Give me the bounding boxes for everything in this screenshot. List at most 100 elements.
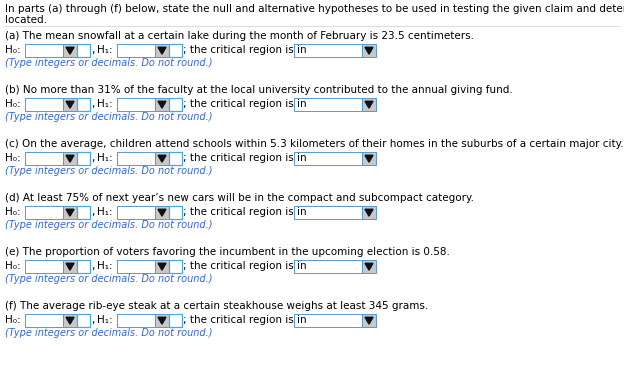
Bar [117, 44, 155, 57]
Bar [362, 206, 376, 219]
Bar [77, 44, 90, 57]
Bar [25, 314, 63, 327]
Bar [294, 152, 362, 165]
Bar [169, 98, 182, 111]
Bar [155, 206, 169, 219]
Polygon shape [158, 47, 166, 54]
Polygon shape [66, 155, 74, 162]
Text: H₁:: H₁: [97, 207, 112, 217]
Bar [294, 98, 362, 111]
Text: ,: , [91, 207, 94, 217]
Polygon shape [66, 101, 74, 108]
Text: ; the critical region is in: ; the critical region is in [183, 45, 306, 55]
Polygon shape [158, 155, 166, 162]
Text: H₀:: H₀: [5, 45, 21, 55]
Bar [169, 44, 182, 57]
Bar [117, 206, 155, 219]
Bar [63, 206, 77, 219]
Text: (c) On the average, children attend schools within 5.3 kilometers of their homes: (c) On the average, children attend scho… [5, 139, 623, 149]
Bar [117, 152, 155, 165]
Bar [294, 260, 362, 273]
Polygon shape [365, 263, 373, 270]
Text: ; the critical region is in: ; the critical region is in [183, 153, 306, 163]
Bar [169, 314, 182, 327]
Bar [25, 98, 63, 111]
Bar [169, 260, 182, 273]
Text: H₁:: H₁: [97, 315, 112, 325]
Text: H₁:: H₁: [97, 99, 112, 109]
Bar [25, 260, 63, 273]
Text: H₀:: H₀: [5, 153, 21, 163]
Text: ,: , [91, 315, 94, 325]
Text: ,: , [91, 261, 94, 271]
Bar [117, 260, 155, 273]
Bar [169, 152, 182, 165]
Polygon shape [158, 317, 166, 324]
Bar [77, 98, 90, 111]
Text: (e) The proportion of voters favoring the incumbent in the upcoming election is : (e) The proportion of voters favoring th… [5, 247, 450, 257]
Bar [362, 98, 376, 111]
Polygon shape [66, 209, 74, 216]
Bar [63, 314, 77, 327]
Bar [155, 44, 169, 57]
Text: (Type integers or decimals. Do not round.): (Type integers or decimals. Do not round… [5, 112, 213, 122]
Text: H₁:: H₁: [97, 45, 112, 55]
Polygon shape [365, 101, 373, 108]
Bar [169, 206, 182, 219]
Text: H₀:: H₀: [5, 315, 21, 325]
Text: H₀:: H₀: [5, 99, 21, 109]
Text: ; the critical region is in: ; the critical region is in [183, 261, 306, 271]
Bar [294, 314, 362, 327]
Polygon shape [66, 317, 74, 324]
Text: (Type integers or decimals. Do not round.): (Type integers or decimals. Do not round… [5, 58, 213, 68]
Text: (Type integers or decimals. Do not round.): (Type integers or decimals. Do not round… [5, 166, 213, 176]
Text: (f) The average rib-eye steak at a certain steakhouse weighs at least 345 grams.: (f) The average rib-eye steak at a certa… [5, 301, 428, 311]
Text: ,: , [91, 45, 94, 55]
Polygon shape [158, 101, 166, 108]
Bar [77, 260, 90, 273]
Text: ,: , [91, 153, 94, 163]
Polygon shape [365, 209, 373, 216]
Polygon shape [66, 263, 74, 270]
Bar [362, 314, 376, 327]
Bar [294, 206, 362, 219]
Text: ; the critical region is in: ; the critical region is in [183, 99, 306, 109]
Polygon shape [158, 263, 166, 270]
Polygon shape [365, 47, 373, 54]
Text: H₀:: H₀: [5, 261, 21, 271]
Bar [155, 98, 169, 111]
Bar [77, 314, 90, 327]
Bar [155, 260, 169, 273]
Polygon shape [66, 47, 74, 54]
Bar [362, 260, 376, 273]
Bar [25, 152, 63, 165]
Text: ,: , [91, 99, 94, 109]
Bar [77, 152, 90, 165]
Bar [294, 44, 362, 57]
Bar [362, 44, 376, 57]
Text: H₀:: H₀: [5, 207, 21, 217]
Bar [63, 260, 77, 273]
Text: (Type integers or decimals. Do not round.): (Type integers or decimals. Do not round… [5, 328, 213, 338]
Text: (Type integers or decimals. Do not round.): (Type integers or decimals. Do not round… [5, 274, 213, 284]
Polygon shape [365, 155, 373, 162]
Text: ; the critical region is in: ; the critical region is in [183, 207, 306, 217]
Polygon shape [365, 317, 373, 324]
Text: (Type integers or decimals. Do not round.): (Type integers or decimals. Do not round… [5, 220, 213, 230]
Text: H₁:: H₁: [97, 153, 112, 163]
Polygon shape [158, 209, 166, 216]
Bar [117, 314, 155, 327]
Bar [63, 44, 77, 57]
Bar [117, 98, 155, 111]
Text: In parts (a) through (f) below, state the null and alternative hypotheses to be : In parts (a) through (f) below, state th… [5, 4, 624, 14]
Text: ; the critical region is in: ; the critical region is in [183, 315, 306, 325]
Bar [155, 152, 169, 165]
Text: located.: located. [5, 15, 47, 25]
Text: (a) The mean snowfall at a certain lake during the month of February is 23.5 cen: (a) The mean snowfall at a certain lake … [5, 31, 474, 41]
Bar [77, 206, 90, 219]
Text: H₁:: H₁: [97, 261, 112, 271]
Bar [63, 152, 77, 165]
Bar [25, 206, 63, 219]
Bar [155, 314, 169, 327]
Text: (b) No more than 31% of the faculty at the local university contributed to the a: (b) No more than 31% of the faculty at t… [5, 85, 513, 95]
